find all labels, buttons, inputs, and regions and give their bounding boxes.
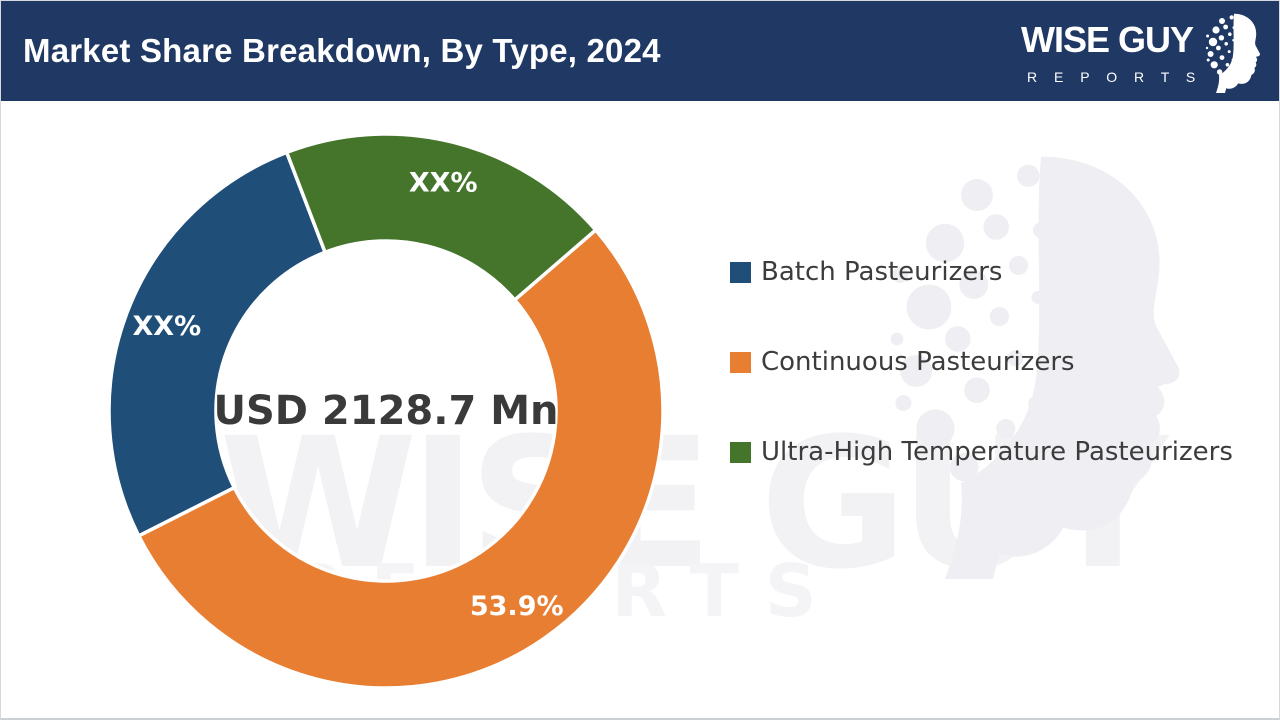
brand-face-icon (1205, 13, 1260, 93)
brand-wordmark: WISE GUY (1021, 19, 1194, 60)
segment-label: XX% (132, 311, 201, 342)
brand-subtitle: R E P O R T S (1027, 69, 1202, 85)
donut-chart: XX% 53.9% XX% (107, 132, 665, 690)
legend-label: Ultra-High Temperature Pasteurizers (761, 437, 1233, 467)
center-value-label: USD 2128.7 Mn (213, 388, 559, 434)
segment-label: 53.9% (470, 591, 564, 622)
page-title: Market Share Breakdown, By Type, 2024 (23, 32, 661, 69)
donut-segment (137, 228, 665, 690)
donut-segment (107, 150, 327, 538)
legend-swatch (730, 261, 751, 283)
segment-label: XX% (409, 168, 478, 199)
donut-segment (284, 132, 598, 302)
legend-item: Batch Pasteurizers (730, 257, 1233, 287)
legend-label: Continuous Pasteurizers (761, 347, 1075, 377)
legend-swatch (730, 441, 751, 463)
legend-item: Ultra-High Temperature Pasteurizers (730, 437, 1233, 467)
legend-label: Batch Pasteurizers (761, 257, 1003, 287)
legend-swatch (730, 351, 751, 373)
legend-item: Continuous Pasteurizers (730, 347, 1233, 377)
legend: Batch Pasteurizers Continuous Pasteurizer… (730, 257, 1233, 531)
brand-logo: WISE GUY R E P O R T S (1021, 13, 1260, 93)
header-bar: Market Share Breakdown, By Type, 2024 WI… (1, 1, 1279, 101)
